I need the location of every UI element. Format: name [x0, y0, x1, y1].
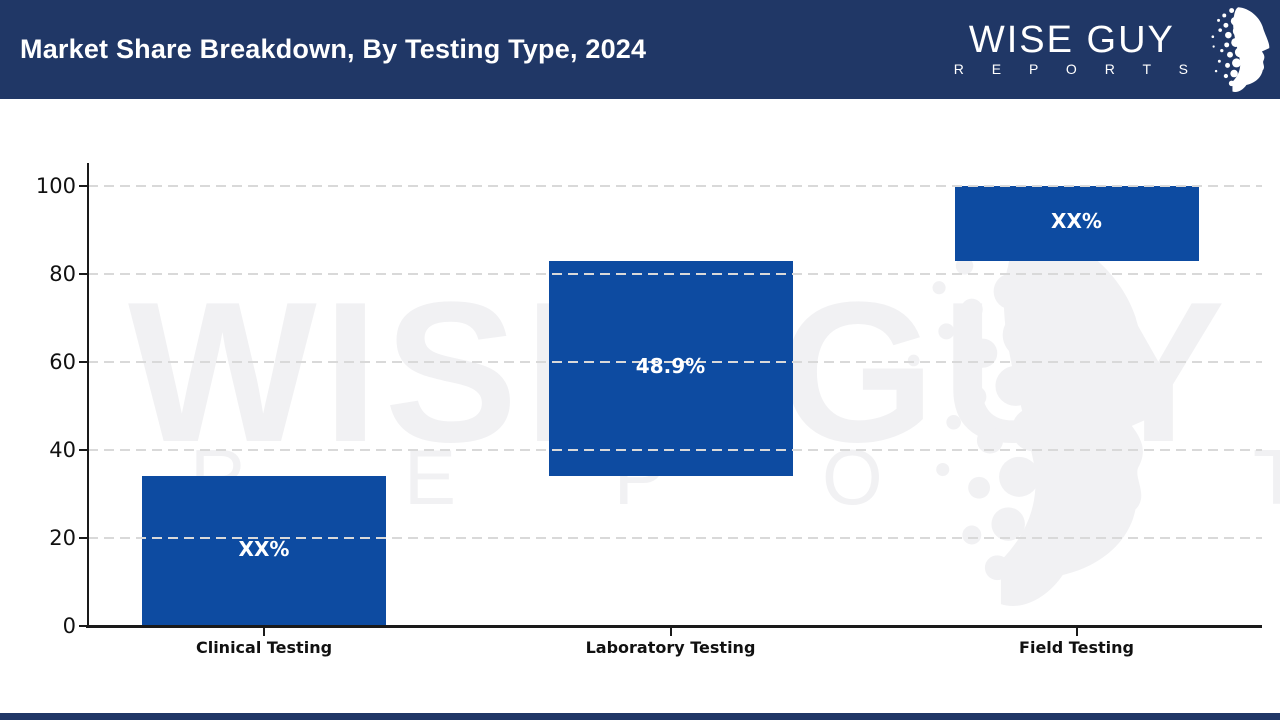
y-tick-mark	[79, 361, 88, 363]
bar-value-label: XX%	[238, 536, 290, 561]
gridline-40	[88, 449, 1262, 451]
gridline-60	[88, 361, 1262, 363]
y-axis-line	[87, 163, 89, 628]
y-tick-label: 20	[49, 526, 76, 550]
footer-bar	[0, 713, 1280, 720]
gridline-20	[88, 537, 1262, 539]
category-label-clinical-testing: Clinical Testing	[195, 638, 333, 657]
y-tick-label: 100	[35, 174, 76, 198]
x-tick-mark	[669, 628, 672, 636]
category-label-laboratory-testing: Laboratory Testing	[585, 638, 756, 657]
y-tick-mark	[79, 185, 88, 187]
gridline-100	[88, 185, 1262, 187]
y-tick-mark	[79, 625, 88, 627]
y-tick-label: 80	[49, 262, 76, 286]
y-tick-mark	[79, 273, 88, 275]
x-tick-mark	[263, 628, 265, 636]
bar-clinical-testing	[142, 475, 386, 626]
logo-subtitle: R E P O R T S	[953, 61, 1200, 78]
watermark-face-icon	[907, 229, 1165, 606]
logo-text: WISE GUY R E P O R T S	[944, 18, 1200, 78]
y-tick-label: 60	[49, 350, 76, 374]
gridline-80	[88, 273, 1262, 275]
wise-guy-face-icon	[1211, 7, 1270, 92]
wise-guy-reports-logo: WISE GUY R E P O R T S	[944, 4, 1274, 94]
y-tick-label: 0	[62, 614, 76, 638]
page-title: Market Share Breakdown, By Testing Type,…	[20, 34, 647, 64]
x-axis-line	[86, 625, 1262, 628]
header-bar: Market Share Breakdown, By Testing Type,…	[0, 0, 1280, 99]
y-tick-mark	[79, 537, 88, 539]
logo-wordmark: WISE GUY	[968, 18, 1175, 61]
bar-value-label: 48.9%	[635, 354, 706, 379]
bar-field-testing	[954, 186, 1199, 261]
y-tick-mark	[79, 449, 88, 451]
x-tick-mark	[1075, 628, 1078, 636]
bar-laboratory-testing	[548, 260, 793, 476]
category-label-field-testing: Field Testing	[1019, 638, 1134, 657]
y-tick-label: 40	[49, 438, 76, 462]
bar-value-label: XX%	[1051, 209, 1102, 234]
